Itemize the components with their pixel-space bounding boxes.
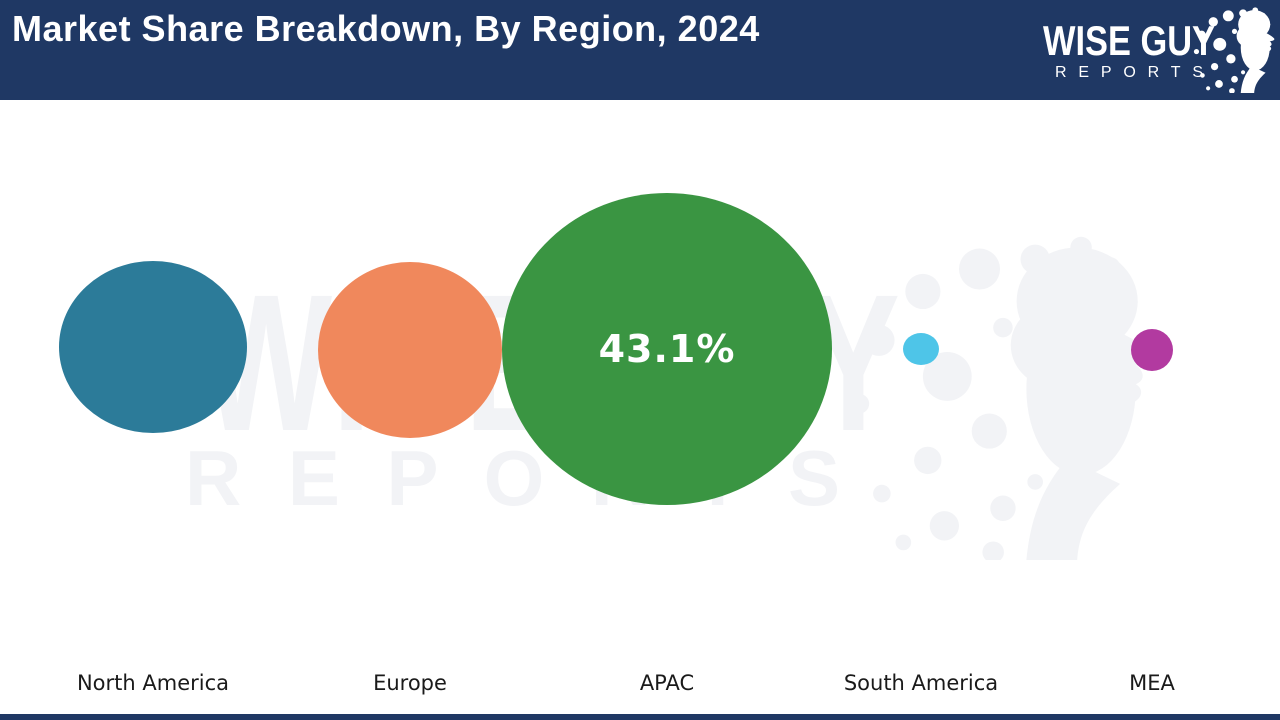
bubble-value-label: 43.1% [598, 327, 736, 371]
category-label-europe: Europe [373, 671, 447, 695]
bubble-mea [1131, 329, 1173, 371]
category-label-mea: MEA [1129, 671, 1175, 695]
bubble-north-america [59, 261, 247, 433]
bubble-south-america [903, 333, 939, 365]
wise-guy-logo: WISE GUY REPORTS [1043, 7, 1275, 93]
bubble-apac: 43.1% [502, 193, 832, 505]
bubble-europe [318, 262, 502, 438]
category-label-north-america: North America [76, 671, 230, 695]
category-label-south-america: South America [843, 671, 999, 695]
header-bar: Market Share Breakdown, By Region, 2024 … [0, 0, 1280, 100]
logo-name-text: WISE GUY [1043, 17, 1215, 64]
page-title: Market Share Breakdown, By Region, 2024 [12, 8, 760, 49]
category-label-apac: APAC [639, 671, 695, 695]
bottom-accent-bar [0, 714, 1280, 720]
